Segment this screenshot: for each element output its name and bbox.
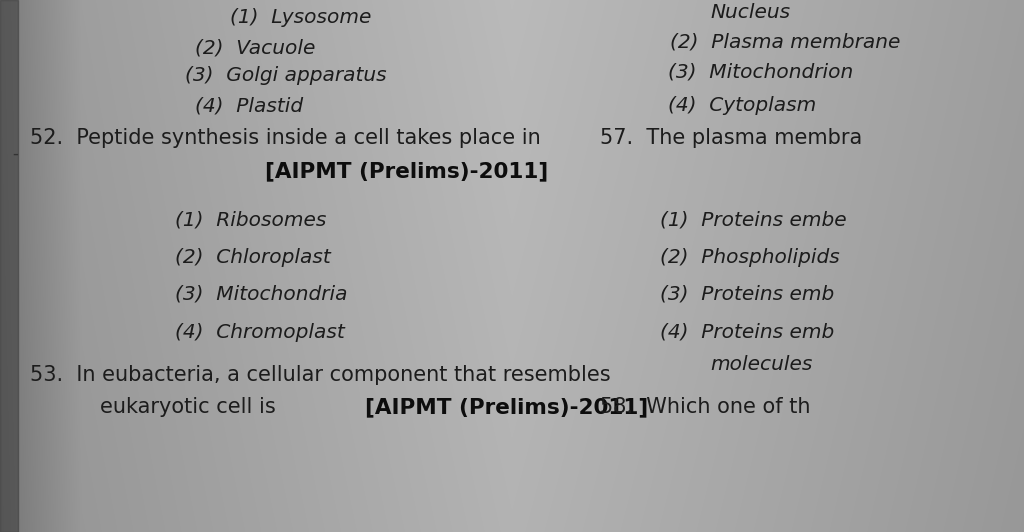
Text: (2)  Plasma membrane: (2) Plasma membrane [670, 33, 900, 52]
Bar [0, 0, 18, 532]
Text: (2)  Vacuole: (2) Vacuole [195, 38, 315, 57]
Text: eukaryotic cell is: eukaryotic cell is [100, 397, 275, 417]
Text: 58.  Which one of th: 58. Which one of th [600, 397, 811, 417]
Text: (2)  Chloroplast: (2) Chloroplast [175, 248, 331, 267]
Text: (4)  Cytoplasm: (4) Cytoplasm [668, 96, 816, 115]
Text: (1)  Proteins embe: (1) Proteins embe [660, 210, 847, 229]
Text: 53.  In eubacteria, a cellular component that resembles: 53. In eubacteria, a cellular component … [30, 365, 610, 385]
Text: (1)  Lysosome: (1) Lysosome [230, 8, 372, 27]
Text: molecules: molecules [710, 355, 812, 374]
Text: (2)  Phospholipids: (2) Phospholipids [660, 248, 840, 267]
Text: (3)  Proteins emb: (3) Proteins emb [660, 285, 835, 304]
Text: [AIPMT (Prelims)-2011]: [AIPMT (Prelims)-2011] [365, 397, 648, 417]
Text: (3)  Golgi apparatus: (3) Golgi apparatus [185, 66, 387, 85]
Text: (4)  Plastid: (4) Plastid [195, 97, 303, 116]
Text: (3)  Mitochondrion: (3) Mitochondrion [668, 63, 853, 82]
Text: -: - [12, 145, 17, 163]
Text: (1)  Ribosomes: (1) Ribosomes [175, 210, 327, 229]
Text: Nucleus: Nucleus [710, 3, 791, 22]
Text: (4)  Chromoplast: (4) Chromoplast [175, 323, 345, 342]
Text: 57.  The plasma membra: 57. The plasma membra [600, 128, 862, 148]
Text: (3)  Mitochondria: (3) Mitochondria [175, 285, 347, 304]
Text: (4)  Proteins emb: (4) Proteins emb [660, 323, 835, 342]
Text: 52.  Peptide synthesis inside a cell takes place in: 52. Peptide synthesis inside a cell take… [30, 128, 541, 148]
Text: [AIPMT (Prelims)-2011]: [AIPMT (Prelims)-2011] [265, 161, 548, 181]
